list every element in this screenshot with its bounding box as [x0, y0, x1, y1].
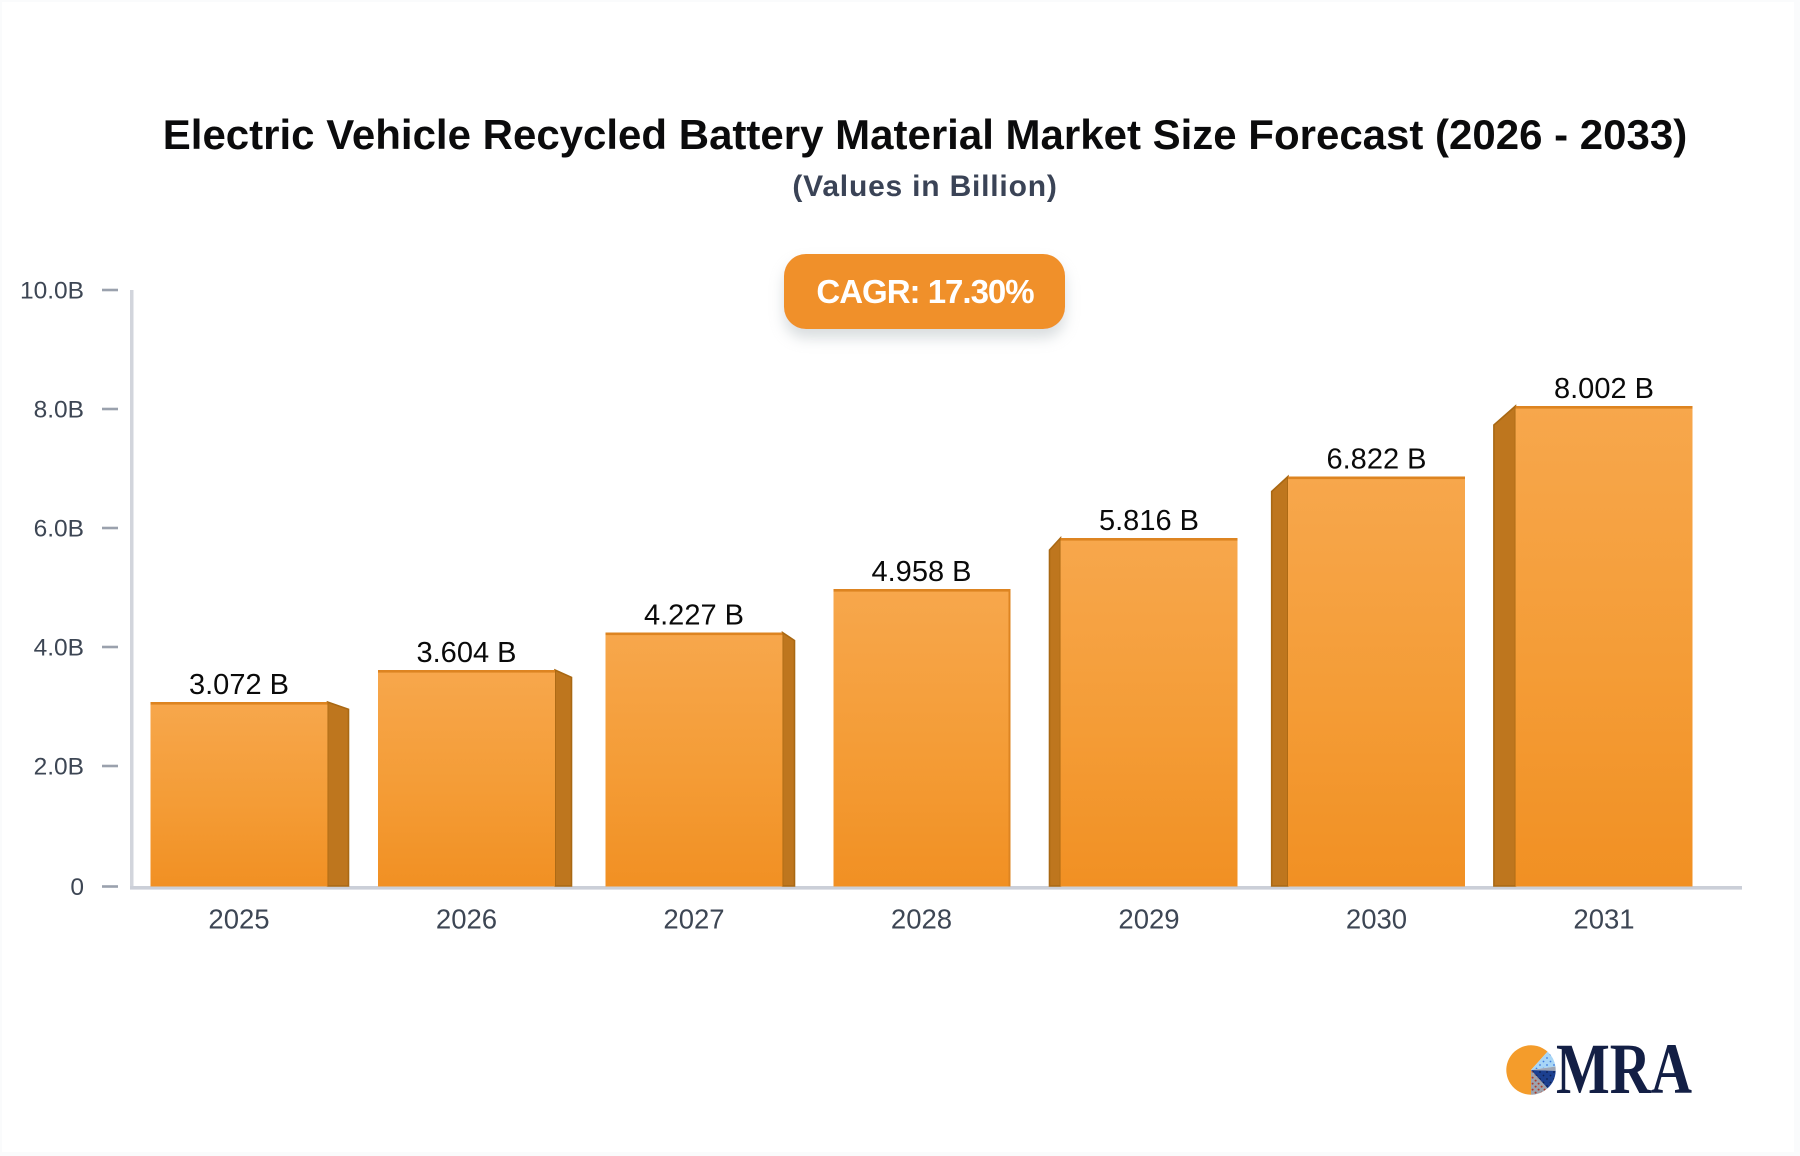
svg-text:6.822 B: 6.822 B — [1327, 444, 1427, 476]
svg-text:(Values in Billion): (Values in Billion) — [792, 170, 1057, 203]
svg-text:2030: 2030 — [1346, 904, 1407, 935]
svg-text:2028: 2028 — [891, 904, 952, 935]
svg-text:8.002 B: 8.002 B — [1554, 373, 1654, 405]
svg-text:Electric Vehicle Recycled Batt: Electric Vehicle Recycled Battery Materi… — [163, 111, 1687, 158]
svg-text:10.0B: 10.0B — [20, 278, 84, 305]
svg-text:MRA: MRA — [1556, 1029, 1692, 1109]
svg-text:2027: 2027 — [663, 904, 724, 935]
svg-text:0: 0 — [70, 874, 84, 901]
svg-text:6.0B: 6.0B — [34, 516, 84, 543]
svg-text:CAGR: 17.30%: CAGR: 17.30% — [816, 273, 1034, 310]
svg-text:2029: 2029 — [1118, 904, 1179, 935]
svg-text:5.816 B: 5.816 B — [1099, 505, 1199, 537]
svg-text:4.227 B: 4.227 B — [644, 600, 744, 632]
svg-text:2025: 2025 — [208, 904, 269, 935]
svg-text:2026: 2026 — [436, 904, 497, 935]
svg-text:4.0B: 4.0B — [34, 635, 84, 662]
svg-text:8.0B: 8.0B — [34, 397, 84, 424]
svg-text:2031: 2031 — [1573, 904, 1634, 935]
svg-text:2.0B: 2.0B — [34, 754, 84, 781]
svg-text:4.958 B: 4.958 B — [872, 556, 972, 588]
svg-text:3.072 B: 3.072 B — [189, 669, 289, 701]
svg-text:3.604 B: 3.604 B — [417, 637, 517, 669]
